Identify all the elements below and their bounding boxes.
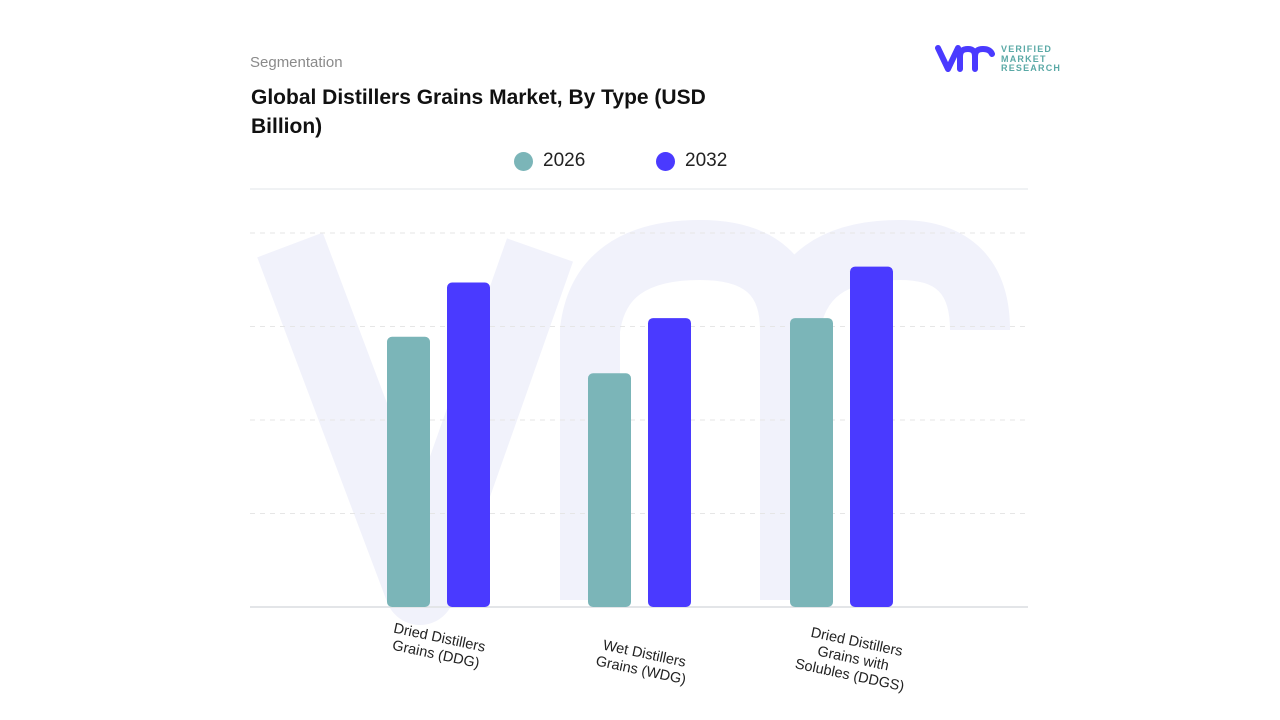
logo-line: MARKET (1001, 53, 1047, 64)
legend-swatch-2026 (514, 151, 533, 171)
legend-item-2026: 2026 (514, 150, 585, 172)
vmr-logo-icon (935, 45, 995, 72)
bar-2026-2 (790, 318, 833, 607)
bar-2026-1 (588, 373, 631, 607)
section-label: Segmentation (250, 54, 343, 71)
bar-2032-2 (850, 266, 893, 607)
logo-line: RESEARCH (1001, 63, 1062, 73)
legend-label: 2032 (685, 150, 728, 171)
bar-2032-1 (648, 318, 691, 607)
bar-2026-0 (387, 336, 430, 607)
legend-label: 2026 (543, 150, 586, 171)
logo-text: VERIFIED MARKET RESEARCH (1001, 44, 1062, 74)
legend-item-2032: 2032 (656, 150, 727, 172)
legend-swatch-2032 (656, 151, 675, 171)
logo-line: VERIFIED (1001, 44, 1053, 54)
chart-title: Global Distillers Grains Market, By Type… (251, 86, 706, 138)
bar-2032-0 (447, 282, 490, 607)
